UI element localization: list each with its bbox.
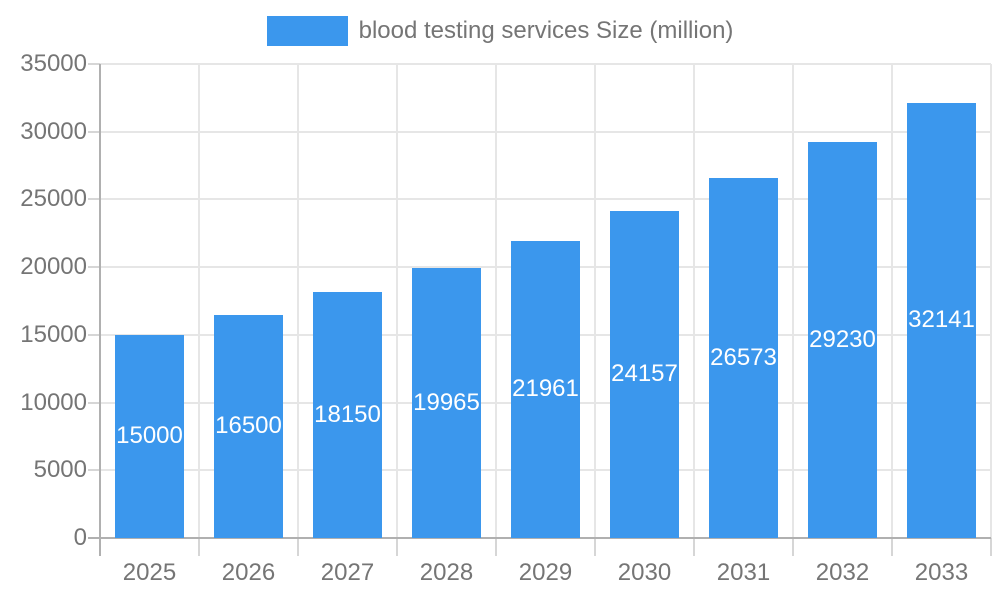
chart-legend[interactable]: blood testing services Size (million) xyxy=(0,16,1000,46)
gridline-horizontal xyxy=(100,198,991,201)
bar-value-label: 19965 xyxy=(413,388,480,416)
bar-value-label: 18150 xyxy=(314,401,381,429)
gridline-vertical xyxy=(396,64,398,538)
x-axis-label: 2030 xyxy=(617,559,672,586)
x-axis-label: 2031 xyxy=(716,559,771,586)
x-axis-label: 2032 xyxy=(815,559,870,586)
legend-swatch xyxy=(266,16,348,46)
gridline-horizontal xyxy=(100,63,991,65)
bar-value-label: 21961 xyxy=(512,375,579,403)
y-axis-label: 25000 xyxy=(20,185,87,213)
y-axis-tick xyxy=(88,63,100,65)
y-axis-tick xyxy=(88,401,100,404)
bar-value-label: 15000 xyxy=(116,422,183,450)
y-axis-tick xyxy=(88,130,100,133)
gridline-vertical xyxy=(990,64,992,538)
y-axis-label: 30000 xyxy=(20,117,87,145)
y-axis-tick xyxy=(88,469,100,472)
bar-2033[interactable] xyxy=(907,102,976,538)
y-axis-label: 0 xyxy=(73,524,87,551)
bar-value-label: 29230 xyxy=(809,326,876,354)
x-axis-tick xyxy=(693,538,695,556)
x-axis-tick xyxy=(495,538,497,556)
gridline-vertical xyxy=(792,64,794,538)
x-axis-label: 2033 xyxy=(914,559,969,586)
y-axis-tick xyxy=(88,266,100,269)
x-axis-tick xyxy=(198,538,200,556)
x-axis-label: 2026 xyxy=(221,559,276,586)
x-axis-tick xyxy=(891,538,893,556)
bar-value-label: 26573 xyxy=(710,344,777,372)
bar-2025[interactable] xyxy=(115,334,184,538)
y-axis-tick xyxy=(88,198,100,201)
bar-2030[interactable] xyxy=(610,210,679,538)
x-axis-line xyxy=(88,537,991,539)
y-axis-label: 15000 xyxy=(20,320,87,348)
x-axis-tick xyxy=(396,538,398,556)
bar-value-label: 16500 xyxy=(215,412,282,440)
x-axis-label: 2027 xyxy=(320,559,375,586)
gridline-vertical xyxy=(198,64,200,538)
y-axis-label: 20000 xyxy=(20,253,87,281)
y-axis-label: 10000 xyxy=(20,388,87,416)
gridline-vertical xyxy=(891,64,893,538)
x-axis-label: 2029 xyxy=(518,559,573,586)
bar-value-label: 24157 xyxy=(611,360,678,388)
gridline-vertical xyxy=(693,64,695,538)
legend-label: blood testing services Size (million) xyxy=(358,17,734,44)
y-axis-line xyxy=(99,64,101,556)
bar-2028[interactable] xyxy=(412,267,481,538)
y-axis-label: 35000 xyxy=(20,50,87,77)
y-axis-tick xyxy=(88,333,100,336)
gridline-vertical xyxy=(297,64,299,538)
gridline-vertical xyxy=(594,64,596,538)
x-axis-tick xyxy=(594,538,596,556)
bar-2027[interactable] xyxy=(313,292,382,538)
bar-value-label: 32141 xyxy=(908,306,975,334)
bar-2031[interactable] xyxy=(709,178,778,538)
x-axis-label: 2025 xyxy=(122,559,177,586)
x-axis-tick xyxy=(297,538,299,556)
bar-2032[interactable] xyxy=(808,142,877,538)
bar-2026[interactable] xyxy=(214,314,283,538)
x-axis-label: 2028 xyxy=(419,559,474,586)
gridline-vertical xyxy=(495,64,497,538)
gridline-horizontal xyxy=(100,130,991,133)
x-axis-tick xyxy=(792,538,794,556)
bar-2029[interactable] xyxy=(511,240,580,538)
y-axis-label: 5000 xyxy=(33,456,87,484)
x-axis-tick xyxy=(990,538,992,556)
